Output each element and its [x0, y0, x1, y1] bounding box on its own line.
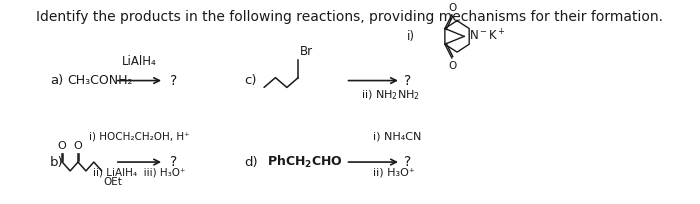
Text: ii) $\mathdefault{NH_2NH_2}$: ii) $\mathdefault{NH_2NH_2}$: [360, 89, 419, 102]
Text: d): d): [245, 156, 258, 169]
Text: ?: ?: [405, 155, 412, 169]
Text: ii) H₃O⁺: ii) H₃O⁺: [373, 168, 414, 178]
Text: Br: Br: [300, 45, 313, 58]
Text: b): b): [50, 156, 64, 169]
Text: OEt: OEt: [104, 177, 122, 187]
Text: O: O: [449, 3, 457, 13]
Text: i): i): [407, 30, 415, 43]
Text: c): c): [245, 74, 257, 87]
Text: Identify the products in the following reactions, providing mechanisms for their: Identify the products in the following r…: [36, 10, 664, 24]
Text: ?: ?: [170, 74, 177, 88]
Text: i) HOCH₂CH₂OH, H⁺: i) HOCH₂CH₂OH, H⁺: [89, 131, 190, 141]
Text: O: O: [74, 141, 83, 151]
Text: ?: ?: [405, 74, 412, 88]
Text: CH₃CONH₂: CH₃CONH₂: [67, 74, 133, 87]
Text: ii) LiAlH₄  iii) H₃O⁺: ii) LiAlH₄ iii) H₃O⁺: [93, 168, 186, 178]
Text: $\mathdefault{N}^-\mathdefault{K}^+$: $\mathdefault{N}^-\mathdefault{K}^+$: [470, 29, 506, 44]
Text: i) NH₄CN: i) NH₄CN: [373, 131, 421, 141]
Text: $\mathbf{PhCH_2CHO}$: $\mathbf{PhCH_2CHO}$: [267, 154, 342, 170]
Text: O: O: [449, 61, 457, 71]
Text: LiAlH₄: LiAlH₄: [122, 55, 157, 68]
Text: ?: ?: [170, 155, 177, 169]
Text: a): a): [50, 74, 63, 87]
Text: O: O: [58, 141, 66, 151]
